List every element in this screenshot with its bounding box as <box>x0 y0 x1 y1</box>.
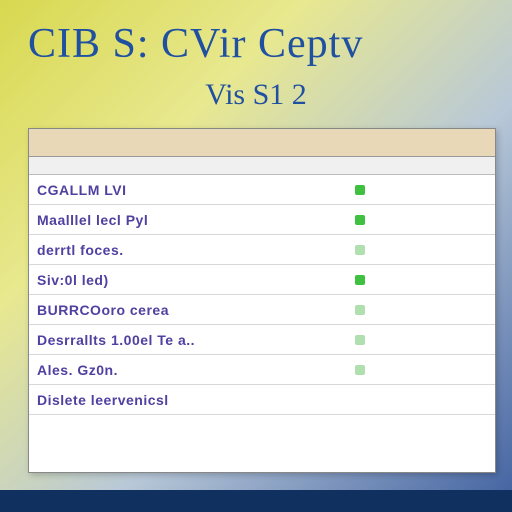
list-item-label: Maalllel lecl Pyl <box>37 212 487 228</box>
list-item-label: Dislete leervenicsl <box>37 392 487 408</box>
list-item[interactable]: Desrrallts 1.00el Te a.. <box>29 325 495 355</box>
list-item[interactable]: derrtl foces. <box>29 235 495 265</box>
list-item-label: Siv:0l led) <box>37 272 487 288</box>
status-indicator <box>355 275 365 285</box>
list-item[interactable]: BURRCOoro cerea <box>29 295 495 325</box>
list-item[interactable]: Maalllel lecl Pyl <box>29 205 495 235</box>
list-item[interactable]: Ales. Gz0n. <box>29 355 495 385</box>
list-item[interactable]: Dislete leervenicsl <box>29 385 495 415</box>
status-indicator <box>355 365 365 375</box>
panel-titlebar <box>29 129 495 157</box>
status-indicator <box>355 305 365 315</box>
list-item-label: Ales. Gz0n. <box>37 362 487 378</box>
page-subtitle: Vis S1 2 <box>0 78 512 112</box>
status-indicator <box>355 245 365 255</box>
list-item-label: BURRCOoro cerea <box>37 302 487 318</box>
panel-column-header <box>29 157 495 175</box>
list-item-label: derrtl foces. <box>37 242 487 258</box>
status-indicator <box>355 185 365 195</box>
status-indicator <box>355 335 365 345</box>
list-item-label: CGALLM LVI <box>37 182 487 198</box>
bottom-bar <box>0 490 512 512</box>
main-panel: CGALLM LVI Maalllel lecl Pyl derrtl foce… <box>28 128 496 473</box>
list-item-label: Desrrallts 1.00el Te a.. <box>37 332 487 348</box>
list-item[interactable]: CGALLM LVI <box>29 175 495 205</box>
item-list: CGALLM LVI Maalllel lecl Pyl derrtl foce… <box>29 175 495 472</box>
list-item[interactable]: Siv:0l led) <box>29 265 495 295</box>
status-indicator <box>355 215 365 225</box>
page-title: CIB S: CVir Ceptv <box>28 20 363 68</box>
